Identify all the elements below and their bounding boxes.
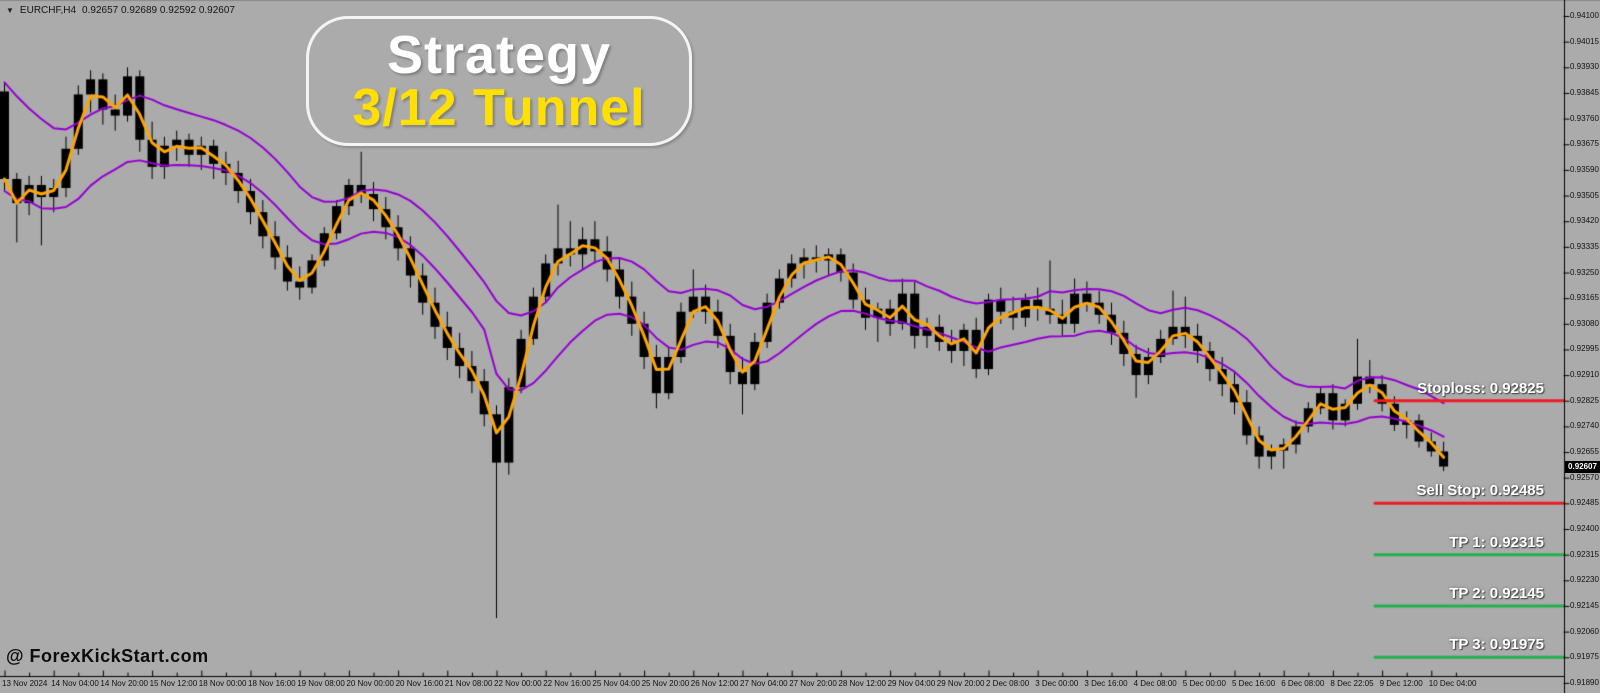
sell-stop-label: Sell Stop: 0.92485	[1416, 482, 1544, 500]
y-axis-tick-label: 0.92740	[1570, 421, 1599, 431]
x-axis-tick-label: 15 Nov 12:00	[149, 679, 198, 688]
symbol-timeframe-label: EURCHF,H4	[19, 5, 77, 16]
y-axis-tick-label: 0.92230	[1570, 575, 1599, 585]
y-axis-tick-label: 0.93590	[1570, 164, 1599, 174]
y-axis-tick-label: 0.92825	[1570, 395, 1599, 405]
y-axis-tick-label: 0.93845	[1570, 87, 1599, 97]
x-axis-tick-label: 26 Nov 12:00	[690, 679, 739, 688]
y-axis-tick-label: 0.93760	[1570, 113, 1599, 123]
x-axis-tick-label: 27 Nov 20:00	[789, 679, 837, 688]
x-axis-tick-label: 29 Nov 04:00	[887, 679, 936, 688]
x-axis-tick-label: 14 Nov 04:00	[51, 679, 99, 688]
watermark-text: @ ForexKickStart.com	[6, 646, 209, 666]
x-axis-tick-label: 14 Nov 20:00	[100, 679, 148, 688]
y-axis-tick-label: 0.93335	[1570, 241, 1599, 251]
y-axis-tick-label: 0.92315	[1570, 549, 1599, 559]
tp2-label: TP 2: 0.92145	[1449, 584, 1544, 602]
y-axis-tick-label: 0.93930	[1570, 62, 1599, 72]
y-axis-tick-label: 0.94100	[1570, 11, 1599, 20]
x-axis-tick-label: 19 Nov 08:00	[297, 679, 345, 688]
y-axis-tick-label: 0.92655	[1570, 447, 1599, 457]
ohlc-quote-label: 0.92657 0.92689 0.92592 0.92607	[82, 5, 235, 16]
current-price-tag: 0.92607	[1565, 460, 1600, 473]
y-axis-tick-label: 0.92145	[1570, 600, 1599, 610]
y-axis-tick-label: 0.92060	[1570, 626, 1599, 636]
y-axis-tick-label: 0.91890	[1570, 677, 1599, 687]
x-axis-tick-label: 20 Nov 16:00	[395, 679, 444, 688]
y-axis-tick-label: 0.93420	[1570, 216, 1599, 226]
tp1-label: TP 1: 0.92315	[1449, 533, 1544, 551]
strategy-title-box: Strategy 3/12 Tunnel	[306, 16, 692, 146]
y-axis-tick-label: 0.93250	[1570, 267, 1599, 277]
x-axis-tick-label: 6 Dec 08:00	[1281, 679, 1325, 688]
x-axis-tick-label: 9 Dec 12:00	[1379, 679, 1423, 688]
x-axis-tick-label: 28 Nov 12:00	[838, 679, 886, 688]
y-axis-tick-label: 0.93505	[1570, 190, 1599, 200]
x-axis-tick-label: 4 Dec 08:00	[1133, 679, 1177, 688]
x-axis-tick-label: 5 Dec 00:00	[1182, 679, 1226, 688]
x-axis-tick-label: 10 Dec 04:00	[1428, 679, 1477, 688]
y-axis-tick-label: 0.93165	[1570, 293, 1599, 303]
x-axis-tick-label: 21 Nov 08:00	[444, 679, 493, 688]
x-axis-tick-label: 13 Nov 2024	[2, 679, 48, 688]
y-axis-tick-label: 0.92400	[1570, 524, 1599, 533]
x-axis-tick-label: 22 Nov 16:00	[543, 679, 591, 688]
x-axis-tick-label: 2 Dec 08:00	[986, 679, 1030, 688]
x-axis-tick-label: 18 Nov 00:00	[198, 679, 247, 688]
x-axis-tick-label: 22 Nov 00:00	[494, 679, 542, 688]
strategy-title-line1: Strategy	[386, 25, 612, 85]
y-axis-tick-label: 0.94015	[1570, 36, 1599, 46]
x-axis-tick-label: 27 Nov 04:00	[740, 679, 788, 688]
tp3-label: TP 3: 0.91975	[1449, 636, 1544, 654]
y-axis-tick-label: 0.92995	[1570, 344, 1599, 354]
y-axis-tick-label: 0.92485	[1570, 498, 1599, 508]
y-axis-tick-label: 0.93080	[1570, 318, 1599, 328]
x-axis-tick-label: 5 Dec 16:00	[1232, 679, 1276, 688]
x-axis-tick-label: 20 Nov 00:00	[346, 679, 394, 688]
x-axis-tick-label: 18 Nov 16:00	[248, 679, 296, 688]
x-axis-tick-label: 8 Dec 22:05	[1330, 679, 1374, 688]
x-axis-tick-label: 25 Nov 20:00	[641, 679, 690, 688]
x-axis-tick-label: 3 Dec 00:00	[1035, 679, 1079, 688]
x-axis-tick-label: 25 Nov 04:00	[592, 679, 640, 688]
y-axis-tick-label: 0.91975	[1570, 652, 1599, 662]
y-axis-tick-label: 0.93675	[1570, 139, 1599, 149]
strategy-title-line2: 3/12 Tunnel	[352, 79, 646, 137]
y-axis-tick-label: 0.92910	[1570, 370, 1599, 380]
x-axis-tick-label: 29 Nov 20:00	[936, 679, 985, 688]
symbol-quote-bar: ▼ EURCHF,H4 0.92657 0.92689 0.92592 0.92…	[6, 5, 235, 16]
y-axis-tick-label: 0.92570	[1570, 472, 1599, 482]
x-axis-tick-label: 3 Dec 16:00	[1084, 679, 1128, 688]
stoploss-label: Stoploss: 0.92825	[1417, 379, 1544, 397]
chevron-down-icon[interactable]: ▼	[6, 6, 14, 15]
